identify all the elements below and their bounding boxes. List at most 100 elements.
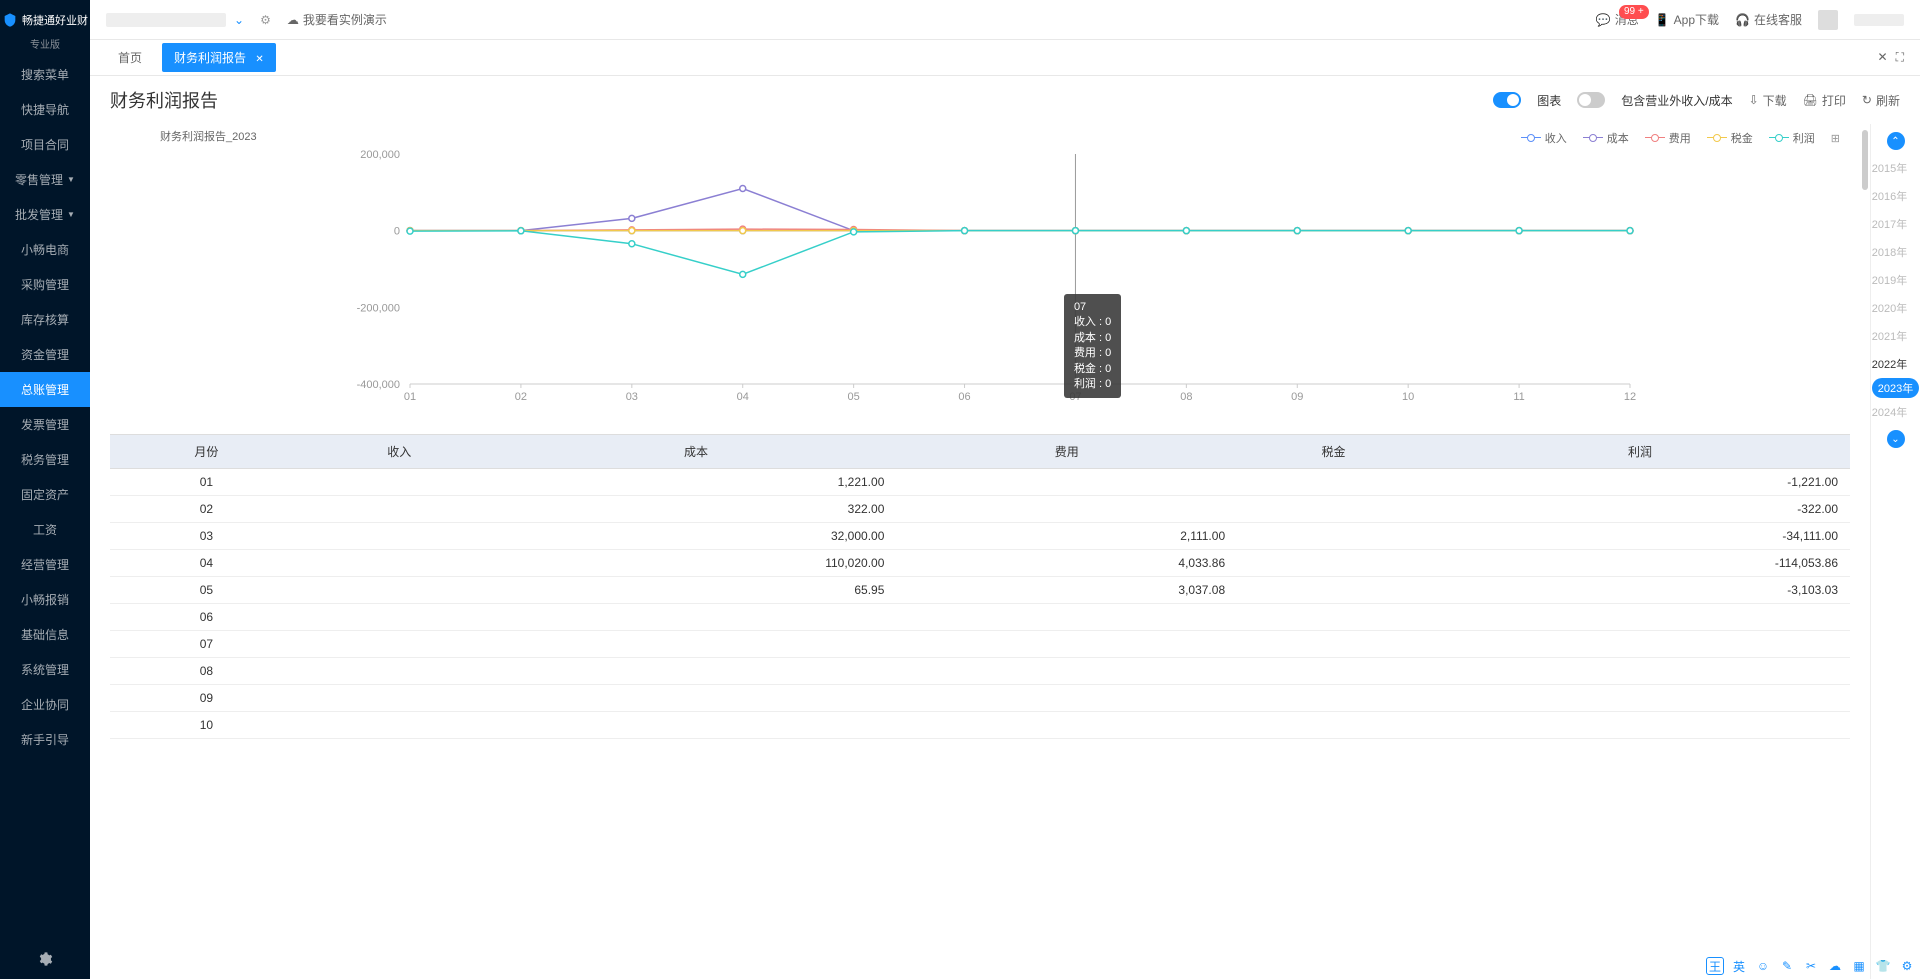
- table-cell: [496, 685, 897, 712]
- org-selector[interactable]: ⌄: [106, 13, 244, 27]
- legend-item[interactable]: 成本: [1583, 130, 1629, 146]
- year-item[interactable]: 2021年: [1872, 322, 1919, 350]
- sidebar-item[interactable]: 总账管理: [0, 372, 90, 407]
- sidebar-item-label: 小畅报销: [21, 591, 69, 608]
- sidebar-item[interactable]: 资金管理: [0, 337, 90, 372]
- sidebar-item[interactable]: 基础信息: [0, 617, 90, 652]
- message-link[interactable]: 💬 消息 99 +: [1596, 11, 1639, 28]
- brand-name: 畅捷通好业财: [22, 12, 88, 28]
- ime-icon-7[interactable]: ⚙: [1898, 957, 1916, 975]
- year-item[interactable]: 2019年: [1872, 266, 1919, 294]
- ime-lang[interactable]: 英: [1730, 957, 1748, 975]
- sidebar-item[interactable]: 批发管理▼: [0, 197, 90, 232]
- chevron-down-icon: ⌄: [234, 13, 244, 27]
- year-item[interactable]: 2018年: [1872, 238, 1919, 266]
- table-cell: 1,221.00: [496, 469, 897, 496]
- sidebar-item[interactable]: 发票管理: [0, 407, 90, 442]
- tab-close-all-icon[interactable]: ✕: [1878, 50, 1888, 65]
- topbar: ⌄ ⚙ ☁ 我要看实例演示 💬 消息 99 + 📱 App下载 🎧 在线客服: [90, 0, 1920, 40]
- sidebar-item[interactable]: 小畅报销: [0, 582, 90, 617]
- sidebar-item[interactable]: 税务管理: [0, 442, 90, 477]
- legend-label: 费用: [1669, 130, 1691, 146]
- year-item[interactable]: 2023年: [1872, 378, 1919, 398]
- close-icon[interactable]: ✕: [255, 54, 263, 65]
- service-link[interactable]: 🎧 在线客服: [1735, 11, 1802, 28]
- phone-icon: 📱: [1655, 13, 1670, 27]
- legend-item[interactable]: 收入: [1521, 130, 1567, 146]
- year-list: 2015年2016年2017年2018年2019年2020年2021年2022年…: [1872, 154, 1919, 426]
- table-cell: 06: [110, 604, 303, 631]
- tab-active[interactable]: 财务利润报告 ✕: [162, 43, 276, 72]
- sidebar-item-label: 企业协同: [21, 696, 69, 713]
- ime-icon-3[interactable]: ✂: [1802, 957, 1820, 975]
- sidebar-item-label: 库存核算: [21, 311, 69, 328]
- refresh-button[interactable]: ↻ 刷新: [1862, 92, 1900, 109]
- year-up-button[interactable]: ⌃: [1887, 132, 1905, 150]
- ime-icon-4[interactable]: ☁: [1826, 957, 1844, 975]
- avatar[interactable]: [1818, 10, 1838, 30]
- svg-text:12: 12: [1624, 391, 1636, 403]
- demo-link[interactable]: ☁ 我要看实例演示: [287, 11, 387, 28]
- ime-icon-5[interactable]: ▦: [1850, 957, 1868, 975]
- svg-text:11: 11: [1513, 391, 1524, 403]
- include-toggle[interactable]: [1577, 92, 1605, 108]
- year-item[interactable]: 2020年: [1872, 294, 1919, 322]
- svg-text:05: 05: [848, 391, 860, 403]
- table-cell: [896, 685, 1237, 712]
- year-item[interactable]: 2022年: [1872, 350, 1919, 378]
- app-download-link[interactable]: 📱 App下载: [1655, 11, 1719, 28]
- sidebar-item[interactable]: 工资: [0, 512, 90, 547]
- legend-item[interactable]: 税金: [1707, 130, 1753, 146]
- ime-icon-1[interactable]: ☺: [1754, 957, 1772, 975]
- settings-button[interactable]: [0, 939, 90, 979]
- table-row: 0332,000.002,111.00-34,111.00: [110, 523, 1850, 550]
- refresh-label: 刷新: [1876, 92, 1900, 109]
- ime-icon-2[interactable]: ✎: [1778, 957, 1796, 975]
- table-cell: [496, 712, 897, 739]
- ime-icon-6[interactable]: 👕: [1874, 957, 1892, 975]
- print-button[interactable]: 🖨 打印: [1803, 92, 1846, 109]
- sidebar-item-label: 系统管理: [21, 661, 69, 678]
- svg-text:01: 01: [404, 391, 416, 403]
- sidebar-item[interactable]: 快捷导航: [0, 92, 90, 127]
- legend-item[interactable]: 费用: [1645, 130, 1691, 146]
- sidebar-item[interactable]: 采购管理: [0, 267, 90, 302]
- gear-icon[interactable]: ⚙: [260, 13, 271, 27]
- table-row: 09: [110, 685, 1850, 712]
- svg-text:10: 10: [1402, 391, 1414, 403]
- table-cell: [1237, 577, 1430, 604]
- sidebar-item[interactable]: 经营管理: [0, 547, 90, 582]
- sidebar-item[interactable]: 库存核算: [0, 302, 90, 337]
- sidebar-item[interactable]: 固定资产: [0, 477, 90, 512]
- sidebar-item[interactable]: 系统管理: [0, 652, 90, 687]
- tab-home[interactable]: 首页: [106, 43, 154, 72]
- svg-text:0: 0: [394, 226, 400, 238]
- year-item[interactable]: 2015年: [1872, 154, 1919, 182]
- table-header: 收入: [303, 435, 496, 469]
- table-cell: 01: [110, 469, 303, 496]
- table-cell: [1237, 712, 1430, 739]
- fullscreen-icon[interactable]: ⛶: [1896, 50, 1904, 65]
- main-area: ⌄ ⚙ ☁ 我要看实例演示 💬 消息 99 + 📱 App下载 🎧 在线客服: [90, 0, 1920, 979]
- scrollbar-handle[interactable]: [1862, 130, 1868, 190]
- legend-expand-icon[interactable]: ⊞: [1831, 132, 1840, 145]
- download-button[interactable]: ⇩ 下载: [1749, 92, 1787, 109]
- year-item[interactable]: 2016年: [1872, 182, 1919, 210]
- table-cell: [1430, 685, 1850, 712]
- legend-item[interactable]: 利润: [1769, 130, 1815, 146]
- chart-toggle[interactable]: [1493, 92, 1521, 108]
- sidebar-item[interactable]: 零售管理▼: [0, 162, 90, 197]
- table-cell: [303, 712, 496, 739]
- chart-svg[interactable]: 200,0000-200,000-400,0000102030405060708…: [110, 144, 1850, 414]
- year-down-button[interactable]: ⌄: [1887, 430, 1905, 448]
- page-title: 财务利润报告: [110, 87, 218, 113]
- table-cell: [1237, 631, 1430, 658]
- sidebar-item[interactable]: 企业协同: [0, 687, 90, 722]
- sidebar-item[interactable]: 项目合同: [0, 127, 90, 162]
- sidebar-item[interactable]: 新手引导: [0, 722, 90, 757]
- ime-main[interactable]: 王: [1706, 957, 1724, 975]
- year-item[interactable]: 2017年: [1872, 210, 1919, 238]
- year-item[interactable]: 2024年: [1872, 398, 1919, 426]
- sidebar-item[interactable]: 搜索菜单: [0, 57, 90, 92]
- sidebar-item[interactable]: 小畅电商: [0, 232, 90, 267]
